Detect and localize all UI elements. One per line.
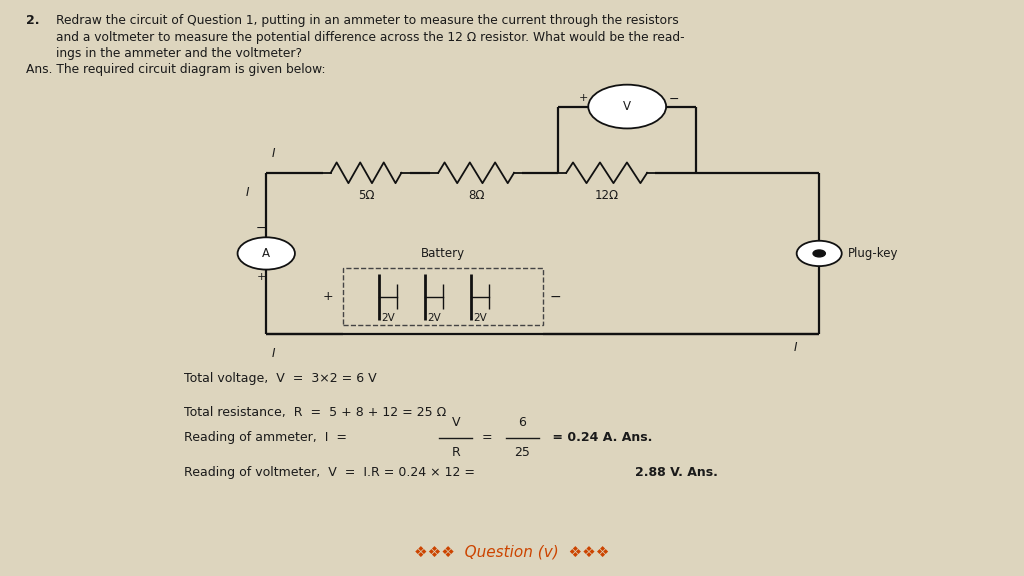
Text: Reading of ammeter,  I  =: Reading of ammeter, I = [184,431,347,444]
Text: V: V [452,416,460,429]
Text: −: − [256,221,266,234]
Text: 2V: 2V [473,313,487,323]
Circle shape [813,250,825,257]
Text: ings in the ammeter and the voltmeter?: ings in the ammeter and the voltmeter? [56,47,302,60]
Text: 2.: 2. [26,14,39,28]
Text: 2V: 2V [427,313,441,323]
Text: I: I [271,347,274,360]
Bar [343,268,543,325]
Text: 2.88 V. Ans.: 2.88 V. Ans. [635,466,718,479]
Text: 5Ω: 5Ω [357,189,375,202]
Text: = 0.24 A. Ans.: = 0.24 A. Ans. [548,431,652,444]
Text: 25: 25 [514,446,530,460]
Text: 12Ω: 12Ω [595,189,618,202]
Text: −: − [669,93,680,106]
Text: Redraw the circuit of Question 1, putting in an ammeter to measure the current t: Redraw the circuit of Question 1, puttin… [56,14,679,28]
Text: −: − [549,290,561,304]
Text: V: V [624,100,631,113]
Text: 8Ω: 8Ω [468,189,484,202]
Text: Total resistance,  R  =  5 + 8 + 12 = 25 Ω: Total resistance, R = 5 + 8 + 12 = 25 Ω [184,406,446,419]
Text: Plug-key: Plug-key [848,247,898,260]
Text: =: = [478,431,493,444]
Text: Reading of voltmeter,  V  =  I.R = 0.24 × 12 =: Reading of voltmeter, V = I.R = 0.24 × 1… [184,466,479,479]
Text: +: + [256,272,266,282]
Text: I: I [246,186,249,199]
Text: 6: 6 [518,416,526,429]
Text: Battery: Battery [421,248,465,260]
Text: 2V: 2V [381,313,395,323]
Text: R: R [452,446,460,460]
Text: ❖❖❖  Question (v)  ❖❖❖: ❖❖❖ Question (v) ❖❖❖ [415,545,609,560]
Text: I: I [794,342,797,354]
Text: and a voltmeter to measure the potential difference across the 12 Ω resistor. Wh: and a voltmeter to measure the potential… [56,31,685,44]
Circle shape [588,85,667,128]
Text: +: + [323,290,333,303]
Text: Total voltage,  V  =  3×2 = 6 V: Total voltage, V = 3×2 = 6 V [184,372,377,385]
Text: Ans. The required circuit diagram is given below:: Ans. The required circuit diagram is giv… [26,63,325,76]
Text: +: + [579,93,588,103]
Text: A: A [262,247,270,260]
Text: I: I [271,147,274,160]
Circle shape [797,241,842,266]
Circle shape [238,237,295,270]
